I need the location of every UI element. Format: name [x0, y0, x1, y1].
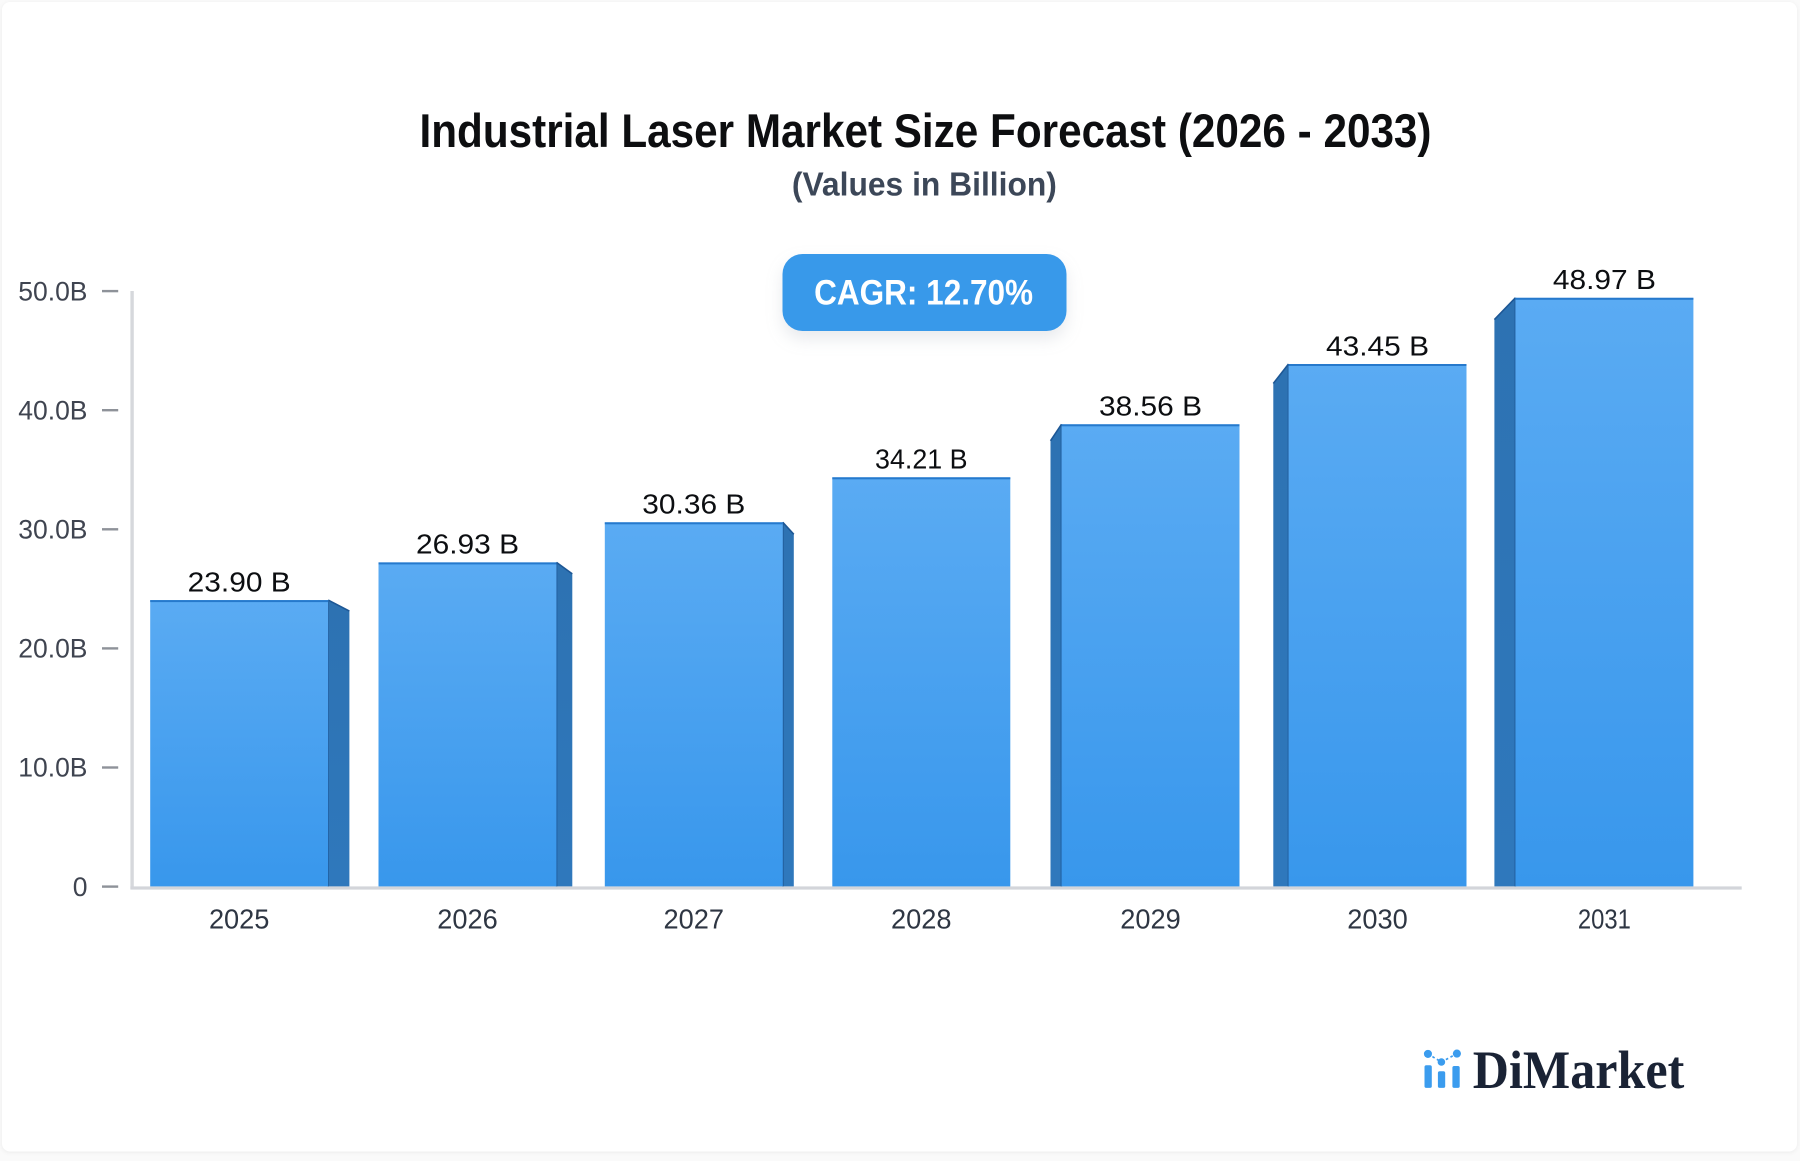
svg-text:DiMarket: DiMarket — [1473, 1040, 1685, 1100]
svg-text:2029: 2029 — [1120, 904, 1181, 935]
svg-text:43.45 B: 43.45 B — [1326, 330, 1429, 361]
svg-text:50.0B: 50.0B — [18, 276, 87, 306]
svg-text:2027: 2027 — [664, 904, 725, 935]
svg-text:2025: 2025 — [209, 904, 270, 935]
svg-text:0: 0 — [73, 872, 88, 902]
svg-text:30.36 B: 30.36 B — [642, 489, 745, 520]
svg-text:2030: 2030 — [1347, 904, 1408, 935]
svg-text:2031: 2031 — [1578, 904, 1631, 935]
svg-text:40.0B: 40.0B — [18, 395, 87, 425]
svg-text:CAGR: 12.70%: CAGR: 12.70% — [814, 274, 1033, 313]
svg-text:2028: 2028 — [891, 904, 952, 935]
svg-text:30.0B: 30.0B — [18, 515, 87, 545]
svg-text:34.21 B: 34.21 B — [875, 444, 968, 475]
svg-text:10.0B: 10.0B — [18, 753, 87, 783]
svg-text:Industrial Laser Market Size F: Industrial Laser Market Size Forecast (2… — [420, 104, 1432, 157]
svg-text:(Values in Billion): (Values in Billion) — [792, 166, 1057, 203]
svg-text:48.97 B: 48.97 B — [1553, 264, 1656, 295]
svg-text:38.56 B: 38.56 B — [1099, 391, 1202, 422]
svg-text:26.93 B: 26.93 B — [416, 529, 519, 560]
svg-text:20.0B: 20.0B — [18, 634, 87, 664]
svg-text:2026: 2026 — [437, 904, 498, 935]
svg-text:23.90 B: 23.90 B — [188, 566, 291, 597]
